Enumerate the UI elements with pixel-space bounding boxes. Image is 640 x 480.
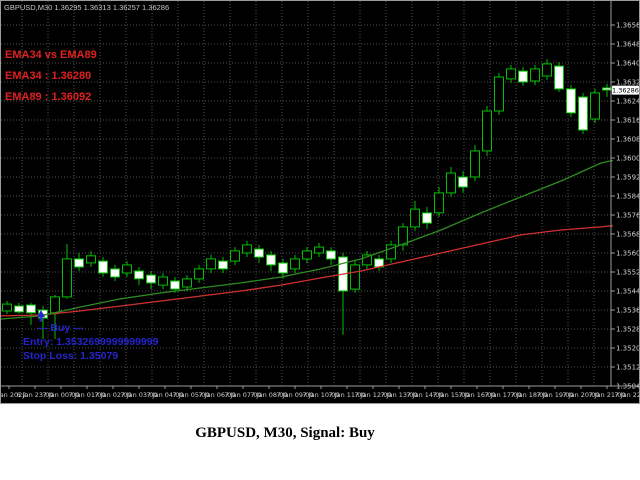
svg-text:7 Jan 04:00: 7 Jan 04:00 [146, 391, 183, 399]
svg-text:7 Jan 11:00: 7 Jan 11:00 [328, 391, 365, 399]
svg-text:7 Jan 09:00: 7 Jan 09:00 [276, 391, 313, 399]
svg-text:7 Jan 13:00: 7 Jan 13:00 [380, 391, 417, 399]
svg-text:7 Jan 02:00: 7 Jan 02:00 [94, 391, 131, 399]
svg-text:1.36320: 1.36320 [616, 79, 639, 87]
svg-text:7 Jan 16:00: 7 Jan 16:00 [458, 391, 495, 399]
caption-text: GBPUSD, M30, Signal: Buy [195, 425, 375, 441]
svg-text:1.36400: 1.36400 [616, 60, 639, 68]
svg-text:1.36080: 1.36080 [616, 136, 639, 144]
svg-text:7 Jan 18:00: 7 Jan 18:00 [510, 391, 547, 399]
svg-text:1.36480: 1.36480 [616, 41, 639, 49]
svg-text:7 Jan 22:00: 7 Jan 22:00 [614, 391, 639, 399]
svg-text:1.35280: 1.35280 [616, 326, 639, 334]
svg-text:7 Jan 15:00: 7 Jan 15:00 [432, 391, 469, 399]
time-gridlines [21, 1, 595, 386]
svg-text:7 Jan 21:00: 7 Jan 21:00 [588, 391, 625, 399]
svg-text:7 Jan 10:00: 7 Jan 10:00 [302, 391, 339, 399]
svg-text:1.36000: 1.36000 [616, 155, 639, 163]
mt4-chart-window[interactable]: 1.36560 1.36480 1.36400 1.36320 1.36240 1.361… [0, 0, 640, 404]
svg-text:7 Jan 06:00: 7 Jan 06:00 [198, 391, 235, 399]
svg-text:1.35920: 1.35920 [616, 174, 639, 182]
svg-text:7 Jan 19:00: 7 Jan 19:00 [536, 391, 573, 399]
svg-text:1.35440: 1.35440 [616, 288, 639, 296]
buy-arrow-icon [37, 310, 45, 322]
figure-caption: GBPUSD, M30, Signal: Buy [0, 424, 570, 442]
svg-text:7 Jan 00:00: 7 Jan 00:00 [42, 391, 79, 399]
candles [2, 59, 612, 339]
svg-text:1.35840: 1.35840 [616, 193, 639, 201]
svg-text:1.36286: 1.36286 [612, 87, 639, 95]
price-gridlines: 1.36560 1.36480 1.36400 1.36320 1.36240 1.361… [1, 22, 639, 391]
svg-text:7 Jan 12:00: 7 Jan 12:00 [354, 391, 391, 399]
svg-text:7 Jan 07:00: 7 Jan 07:00 [224, 391, 261, 399]
svg-text:6 Jan 2022: 6 Jan 2022 [1, 391, 26, 399]
svg-text:6 Jan 23:00: 6 Jan 23:00 [16, 391, 53, 399]
svg-text:1.35200: 1.35200 [616, 345, 639, 353]
svg-text:7 Jan 03:00: 7 Jan 03:00 [120, 391, 157, 399]
svg-text:1.35120: 1.35120 [616, 364, 639, 372]
ema89-line [1, 225, 614, 317]
svg-text:1.35520: 1.35520 [616, 269, 639, 277]
svg-text:7 Jan 01:00: 7 Jan 01:00 [68, 391, 105, 399]
svg-text:7 Jan 05:00: 7 Jan 05:00 [172, 391, 209, 399]
svg-text:1.36240: 1.36240 [616, 98, 639, 106]
svg-text:1.35360: 1.35360 [616, 307, 639, 315]
svg-text:1.36560: 1.36560 [616, 22, 639, 30]
svg-text:7 Jan 20:00: 7 Jan 20:00 [562, 391, 599, 399]
svg-text:1.35760: 1.35760 [616, 212, 639, 220]
svg-text:7 Jan 14:00: 7 Jan 14:00 [406, 391, 443, 399]
svg-text:7 Jan 08:00: 7 Jan 08:00 [250, 391, 287, 399]
current-price-badge: 1.36286 [612, 85, 639, 95]
ema34-line [1, 159, 614, 320]
svg-text:7 Jan 17:00: 7 Jan 17:00 [484, 391, 521, 399]
candlestick-chart[interactable]: 1.36560 1.36480 1.36400 1.36320 1.36240 1.361… [1, 1, 639, 403]
svg-text:1.35600: 1.35600 [616, 250, 639, 258]
svg-text:1.35680: 1.35680 [616, 231, 639, 239]
svg-text:1.36160: 1.36160 [616, 117, 639, 125]
